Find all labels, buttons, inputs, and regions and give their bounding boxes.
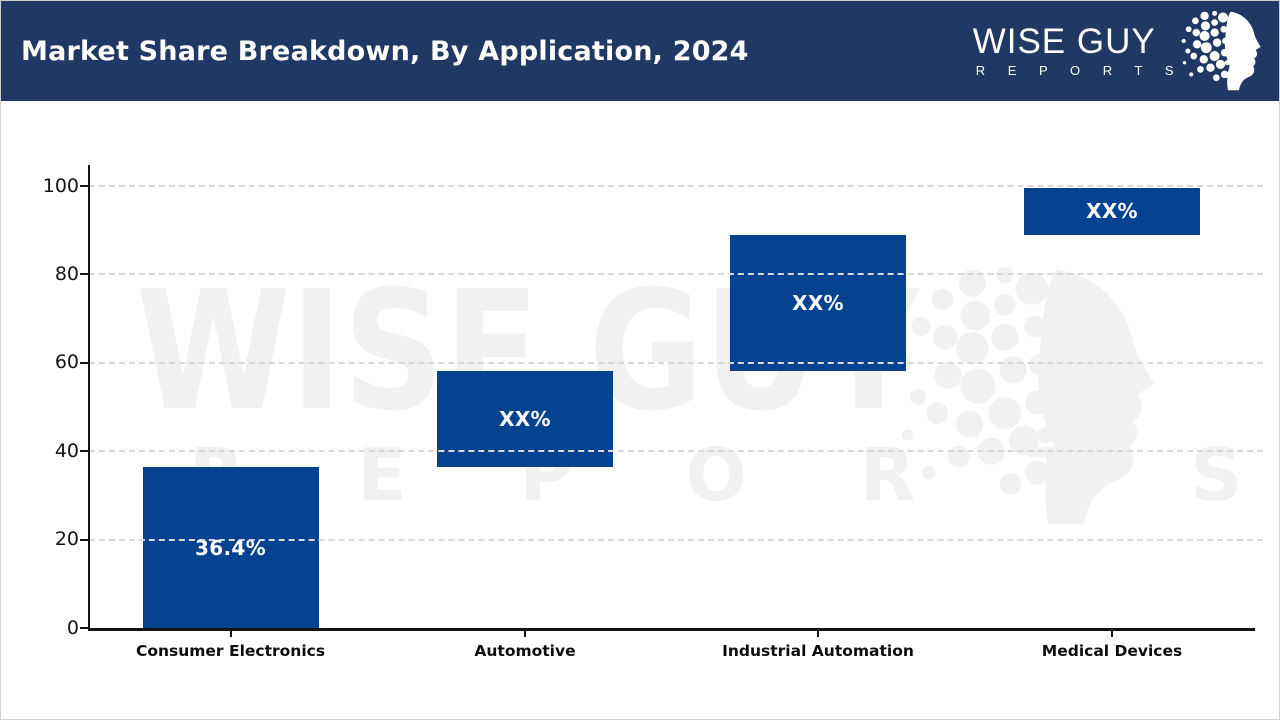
x-tick-mark: [817, 630, 819, 637]
y-tick-mark: [80, 361, 89, 364]
y-tick-mark: [80, 273, 89, 276]
gridline-20: [89, 538, 1263, 541]
brand-logo-text: WISE GUY R E P O R T S: [973, 24, 1183, 78]
bar-consumer-electronics: 36.4%: [142, 467, 319, 628]
y-tick-mark: [80, 450, 89, 453]
y-tick-label: 60: [54, 351, 79, 374]
y-tick-mark: [80, 627, 89, 629]
y-tick-label: 100: [42, 174, 79, 197]
brand-subname: R E P O R T S: [975, 63, 1183, 78]
page-title: Market Share Breakdown, By Application, …: [21, 35, 749, 67]
y-tick-label: 80: [54, 262, 79, 285]
bar-value-label: XX%: [1086, 199, 1138, 224]
bar-value-label: XX%: [792, 290, 844, 315]
bar-automotive: XX%: [437, 370, 613, 468]
x-category-label-industrial-automation: Industrial Automation: [722, 642, 914, 660]
x-category-label-automotive: Automotive: [474, 642, 576, 660]
gridline-80: [89, 273, 1263, 276]
x-tick-mark: [524, 630, 526, 637]
x-tick-mark: [229, 630, 232, 637]
bar-medical-devices: XX%: [1024, 187, 1200, 236]
y-tick-label: 40: [54, 439, 79, 462]
gridline-60: [89, 361, 1263, 364]
y-tick-mark: [80, 538, 89, 541]
y-axis-line: [88, 165, 90, 630]
x-category-label-medical-devices: Medical Devices: [1041, 642, 1183, 660]
brand-logo: WISE GUY R E P O R T S: [973, 1, 1269, 101]
y-tick-label: 20: [54, 528, 79, 551]
y-tick-label: 0: [66, 616, 79, 639]
gridline-100: [89, 185, 1263, 187]
x-tick-mark: [1111, 630, 1113, 637]
brand-name: WISE GUY: [972, 22, 1156, 61]
header: Market Share Breakdown, By Application, …: [1, 1, 1279, 101]
bar-value-label: XX%: [499, 406, 551, 431]
x-category-label-consumer-electronics: Consumer Electronics: [135, 642, 326, 660]
bar-industrial-automation: XX%: [730, 235, 906, 371]
y-tick-mark: [80, 185, 89, 187]
x-axis-line: [88, 628, 1255, 631]
face-dots-icon: [1181, 10, 1261, 91]
gridline-40: [89, 450, 1263, 453]
